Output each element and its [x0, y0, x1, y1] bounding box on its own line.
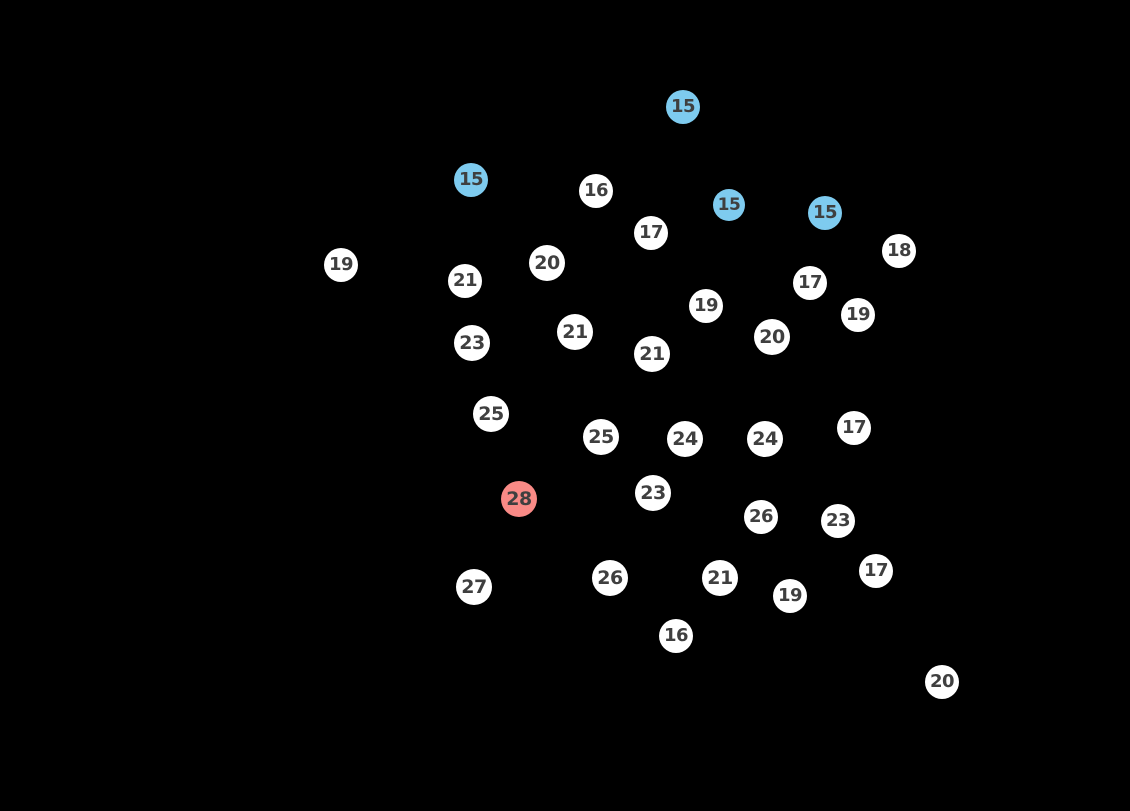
value-marker[interactable]: 21 [557, 314, 593, 350]
value-marker[interactable]: 15 [713, 189, 745, 221]
value-marker[interactable]: 17 [859, 554, 893, 588]
value-marker[interactable]: 26 [592, 560, 628, 596]
value-marker[interactable]: 17 [634, 216, 668, 250]
value-marker[interactable]: 19 [324, 248, 358, 282]
value-marker[interactable]: 20 [925, 665, 959, 699]
value-marker[interactable]: 21 [634, 336, 670, 372]
value-marker[interactable]: 19 [773, 579, 807, 613]
value-marker[interactable]: 17 [837, 411, 871, 445]
value-marker[interactable]: 24 [667, 421, 703, 457]
value-marker[interactable]: 17 [793, 266, 827, 300]
value-marker[interactable]: 21 [448, 264, 482, 298]
value-marker[interactable]: 19 [689, 289, 723, 323]
value-marker[interactable]: 16 [659, 619, 693, 653]
value-marker[interactable]: 25 [473, 396, 509, 432]
value-marker[interactable]: 24 [747, 421, 783, 457]
value-marker[interactable]: 23 [635, 475, 671, 511]
value-marker[interactable]: 23 [821, 504, 855, 538]
value-marker[interactable]: 15 [808, 196, 842, 230]
value-marker[interactable]: 19 [841, 298, 875, 332]
value-marker[interactable]: 15 [454, 163, 488, 197]
value-marker[interactable]: 20 [529, 245, 565, 281]
value-marker[interactable]: 21 [702, 560, 738, 596]
value-marker[interactable]: 18 [882, 234, 916, 268]
value-marker[interactable]: 28 [501, 481, 537, 517]
value-marker[interactable]: 16 [579, 174, 613, 208]
value-marker[interactable]: 26 [744, 500, 778, 534]
value-marker[interactable]: 23 [454, 325, 490, 361]
value-marker[interactable]: 25 [583, 419, 619, 455]
value-marker[interactable]: 15 [666, 90, 700, 124]
value-marker[interactable]: 20 [754, 319, 790, 355]
value-marker[interactable]: 27 [456, 569, 492, 605]
